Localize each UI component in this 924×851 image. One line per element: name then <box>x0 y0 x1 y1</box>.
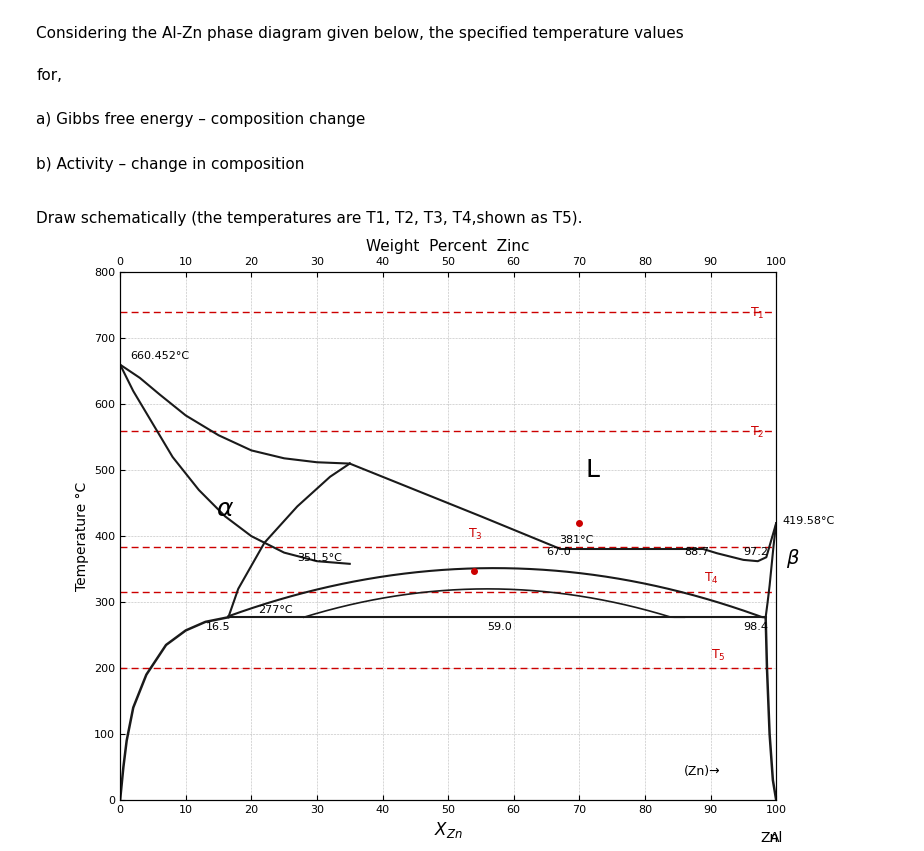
Text: Zn: Zn <box>760 831 779 845</box>
Text: $\alpha$: $\alpha$ <box>216 497 234 522</box>
Text: for,: for, <box>36 68 63 83</box>
Text: Draw schematically (the temperatures are T1, T2, T3, T4,shown as T5).: Draw schematically (the temperatures are… <box>36 211 583 226</box>
Text: 97.2: 97.2 <box>743 547 769 557</box>
Text: T$_3$: T$_3$ <box>468 527 482 542</box>
Text: T$_1$: T$_1$ <box>750 306 764 321</box>
Text: 419.58°C: 419.58°C <box>783 517 835 526</box>
Text: 277°C: 277°C <box>258 605 293 615</box>
Text: a) Gibbs free energy – composition change: a) Gibbs free energy – composition chang… <box>36 112 366 127</box>
Text: $\beta$: $\beta$ <box>786 547 800 570</box>
Text: b) Activity – change in composition: b) Activity – change in composition <box>36 157 305 172</box>
Text: (Zn)→: (Zn)→ <box>685 765 721 778</box>
Text: T$_2$: T$_2$ <box>750 425 764 440</box>
Text: 660.452°C: 660.452°C <box>130 351 189 362</box>
Y-axis label: Temperature °C: Temperature °C <box>75 482 89 591</box>
Text: 88.7: 88.7 <box>685 547 710 557</box>
Text: T$_5$: T$_5$ <box>711 648 725 664</box>
Text: 381°C: 381°C <box>560 534 594 545</box>
Text: 98.4: 98.4 <box>743 622 769 632</box>
Text: 67.0: 67.0 <box>547 547 571 557</box>
X-axis label: Weight  Percent  Zinc: Weight Percent Zinc <box>367 238 529 254</box>
Text: L: L <box>586 458 600 482</box>
Text: 351.5°C: 351.5°C <box>298 552 342 563</box>
Text: 16.5: 16.5 <box>205 622 230 632</box>
Text: T$_4$: T$_4$ <box>704 570 719 585</box>
Text: Considering the Al-Zn phase diagram given below, the specified temperature value: Considering the Al-Zn phase diagram give… <box>36 26 684 41</box>
Text: Al: Al <box>770 831 783 845</box>
Text: 59.0: 59.0 <box>488 622 512 632</box>
X-axis label: $X_{Zn}$: $X_{Zn}$ <box>433 820 463 840</box>
